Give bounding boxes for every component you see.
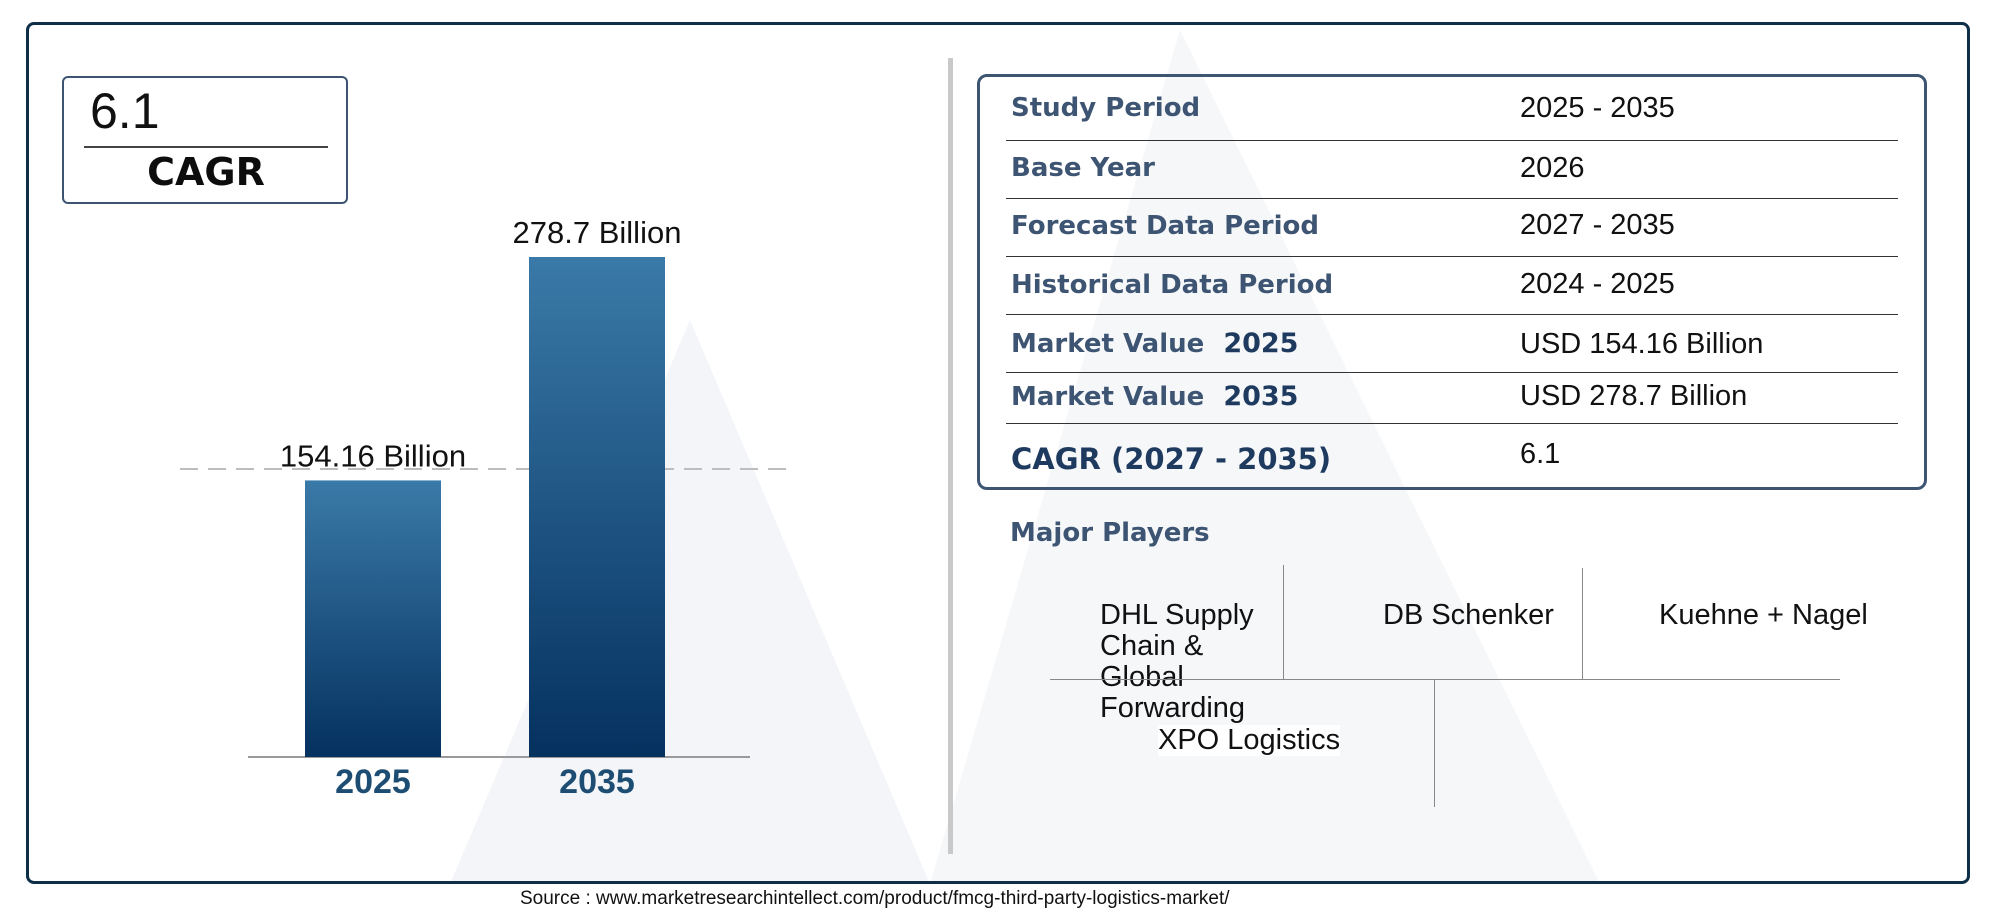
- cagr-value: 6.1: [90, 83, 160, 139]
- vertical-divider: [948, 58, 953, 854]
- info-row-separator: [1006, 423, 1898, 424]
- info-row-separator: [1006, 256, 1898, 257]
- x-tick-label: 2025: [335, 763, 411, 801]
- bar-data-label: 278.7 Billion: [513, 215, 682, 250]
- market-value-year: 2035: [1223, 381, 1299, 412]
- market-value-year: 2025: [1223, 328, 1299, 359]
- player-dhl: DHL Supply Chain & Global Forwarding: [1100, 599, 1254, 724]
- market-value-label: Market Value: [1011, 329, 1205, 359]
- info-label-base-year: Base Year: [1011, 153, 1155, 183]
- players-grid-horizontal: [1050, 679, 1840, 680]
- player-db-schenker: DB Schenker: [1383, 599, 1554, 631]
- cagr-box: [62, 76, 348, 204]
- info-value-study-period: 2025 - 2035: [1520, 92, 1675, 124]
- cagr-label: CAGR: [147, 150, 265, 194]
- info-label-market-value-2025: Market Value 2025: [1011, 328, 1298, 359]
- source-note: Source : www.marketresearchintellect.com…: [520, 888, 1230, 909]
- info-row-separator: [1006, 198, 1898, 199]
- players-grid-vertical: [1283, 565, 1284, 679]
- info-label-forecast-period: Forecast Data Period: [1011, 211, 1319, 241]
- info-label-cagr: CAGR (2027 - 2035): [1011, 442, 1332, 476]
- players-grid-vertical: [1434, 679, 1435, 807]
- info-value-market-value-2025: USD 154.16 Billion: [1520, 328, 1764, 360]
- major-players-title: Major Players: [1010, 518, 1210, 548]
- info-value-cagr: 6.1: [1520, 438, 1561, 470]
- info-label-historical-period: Historical Data Period: [1011, 270, 1334, 300]
- player-xpo-logistics: XPO Logistics: [1158, 724, 1341, 756]
- info-label-market-value-2035: Market Value 2035: [1011, 381, 1298, 412]
- info-label-study-period: Study Period: [1011, 93, 1201, 123]
- bar-2025: [305, 480, 441, 757]
- info-value-market-value-2035: USD 278.7 Billion: [1520, 380, 1748, 412]
- bar-data-label: 154.16 Billion: [280, 438, 466, 473]
- info-value-base-year: 2026: [1520, 152, 1585, 184]
- info-row-separator: [1006, 140, 1898, 141]
- info-table-box: [977, 74, 1927, 490]
- cagr-divider: [84, 146, 328, 148]
- bar-2035: [529, 257, 665, 757]
- outer-frame: [26, 22, 1970, 884]
- market-value-label: Market Value: [1011, 382, 1205, 412]
- info-row-separator: [1006, 372, 1898, 373]
- players-grid-vertical: [1582, 568, 1583, 679]
- bar-chart: 154.16 Billion 2025 278.7 Billion 2035: [180, 215, 790, 801]
- player-kuehne-nagel: Kuehne + Nagel: [1659, 599, 1868, 631]
- info-value-historical-period: 2024 - 2025: [1520, 268, 1675, 300]
- info-row-separator: [1006, 314, 1898, 315]
- x-tick-label: 2035: [559, 763, 635, 801]
- info-value-forecast-period: 2027 - 2035: [1520, 209, 1675, 241]
